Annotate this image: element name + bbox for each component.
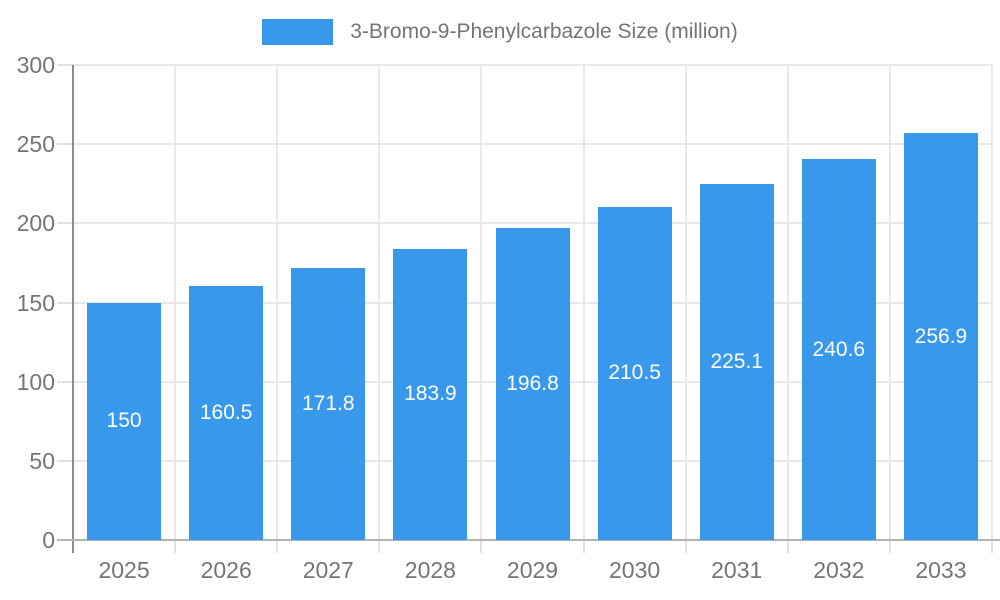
x-axis-tick xyxy=(480,541,483,553)
bar-value-label: 240.6 xyxy=(812,337,866,361)
y-axis-line xyxy=(72,65,74,553)
bar-value-label: 225.1 xyxy=(710,349,763,373)
x-axis-line xyxy=(57,539,1000,541)
bar-value-label: 160.5 xyxy=(199,400,253,424)
x-tick-label-2026: 2026 xyxy=(200,557,252,583)
x-tick-label-2033: 2033 xyxy=(915,557,967,583)
v-gridline xyxy=(378,65,381,540)
bar-2033[interactable]: 256.9 xyxy=(903,133,978,540)
y-tick-label: 100 xyxy=(16,368,55,395)
x-tick-label-2029: 2029 xyxy=(506,557,559,583)
y-tick-label: 300 xyxy=(16,52,55,78)
x-axis-tick xyxy=(888,541,891,553)
x-tick-label-2031: 2031 xyxy=(711,557,763,583)
v-gridline xyxy=(276,65,279,540)
bar-2030[interactable]: 210.5 xyxy=(597,206,672,540)
legend-label: 3-Bromo-9-Phenylcarbazole Size (million) xyxy=(350,20,738,43)
x-tick-label-2030: 2030 xyxy=(609,557,661,583)
x-tick-label-2032: 2032 xyxy=(813,557,865,583)
bar-value-label: 196.8 xyxy=(506,372,559,396)
bar-value-label: 171.8 xyxy=(301,391,355,415)
y-tick-label: 200 xyxy=(16,210,55,237)
x-axis-tick xyxy=(378,541,381,553)
y-tick-label: 150 xyxy=(16,289,55,316)
y-axis-tick xyxy=(57,64,73,66)
v-gridline xyxy=(888,65,891,540)
bar-value-label: 210.5 xyxy=(608,361,661,385)
y-axis-tick xyxy=(57,143,73,146)
v-gridline xyxy=(174,65,177,540)
x-tick-label-2028: 2028 xyxy=(404,557,456,583)
h-gridline xyxy=(73,64,992,66)
v-gridline xyxy=(991,65,993,540)
bar-2031[interactable]: 225.1 xyxy=(699,183,774,540)
x-axis-tick xyxy=(174,541,177,553)
x-axis-tick xyxy=(276,541,279,553)
h-gridline xyxy=(73,143,992,146)
bar-2027[interactable]: 171.8 xyxy=(291,267,366,540)
y-tick-label: 50 xyxy=(29,447,55,474)
x-axis-tick xyxy=(991,541,993,553)
bar-value-label: 183.9 xyxy=(404,382,457,406)
v-gridline xyxy=(684,65,687,540)
y-tick-label: 250 xyxy=(16,131,55,158)
x-axis-tick xyxy=(684,541,687,553)
bar-value-label: 256.9 xyxy=(914,324,968,348)
legend[interactable]: 3-Bromo-9-Phenylcarbazole Size (million) xyxy=(0,19,1000,45)
bar-2025[interactable]: 150 xyxy=(87,302,162,540)
y-axis-tick xyxy=(57,380,73,383)
v-gridline xyxy=(480,65,483,540)
bar-2029[interactable]: 196.8 xyxy=(495,228,570,540)
y-axis-tick xyxy=(57,459,73,462)
y-axis-tick xyxy=(57,301,73,304)
legend-swatch xyxy=(262,19,334,45)
v-gridline xyxy=(786,65,789,540)
bar-2032[interactable]: 240.6 xyxy=(801,159,876,540)
x-tick-label-2025: 2025 xyxy=(98,557,150,583)
y-axis-tick xyxy=(57,222,73,225)
x-tick-label-2027: 2027 xyxy=(302,557,354,583)
x-axis-tick xyxy=(582,541,585,553)
x-axis-tick xyxy=(786,541,789,553)
y-tick-label: 0 xyxy=(42,527,55,553)
bar-value-label: 150 xyxy=(106,409,142,433)
bar-2028[interactable]: 183.9 xyxy=(393,248,468,540)
bar-2026[interactable]: 160.5 xyxy=(189,285,264,540)
h-gridline xyxy=(73,222,992,225)
v-gridline xyxy=(582,65,585,540)
